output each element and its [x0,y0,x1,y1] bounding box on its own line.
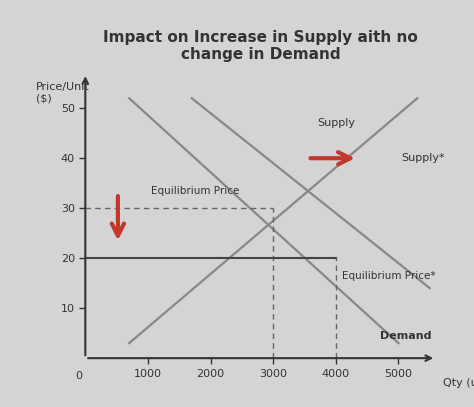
Title: Impact on Increase in Supply aith no
change in Demand: Impact on Increase in Supply aith no cha… [103,30,418,62]
Text: Supply*: Supply* [401,153,445,163]
Text: Price/Unit
($): Price/Unit ($) [36,82,90,103]
Text: Supply: Supply [317,118,355,128]
Text: Equilibrium Price: Equilibrium Price [151,186,239,196]
Text: Demand: Demand [380,330,431,341]
Text: Qty (units): Qty (units) [443,378,474,388]
Text: 0: 0 [75,371,82,381]
Text: Equilibrium Price*: Equilibrium Price* [342,271,436,281]
